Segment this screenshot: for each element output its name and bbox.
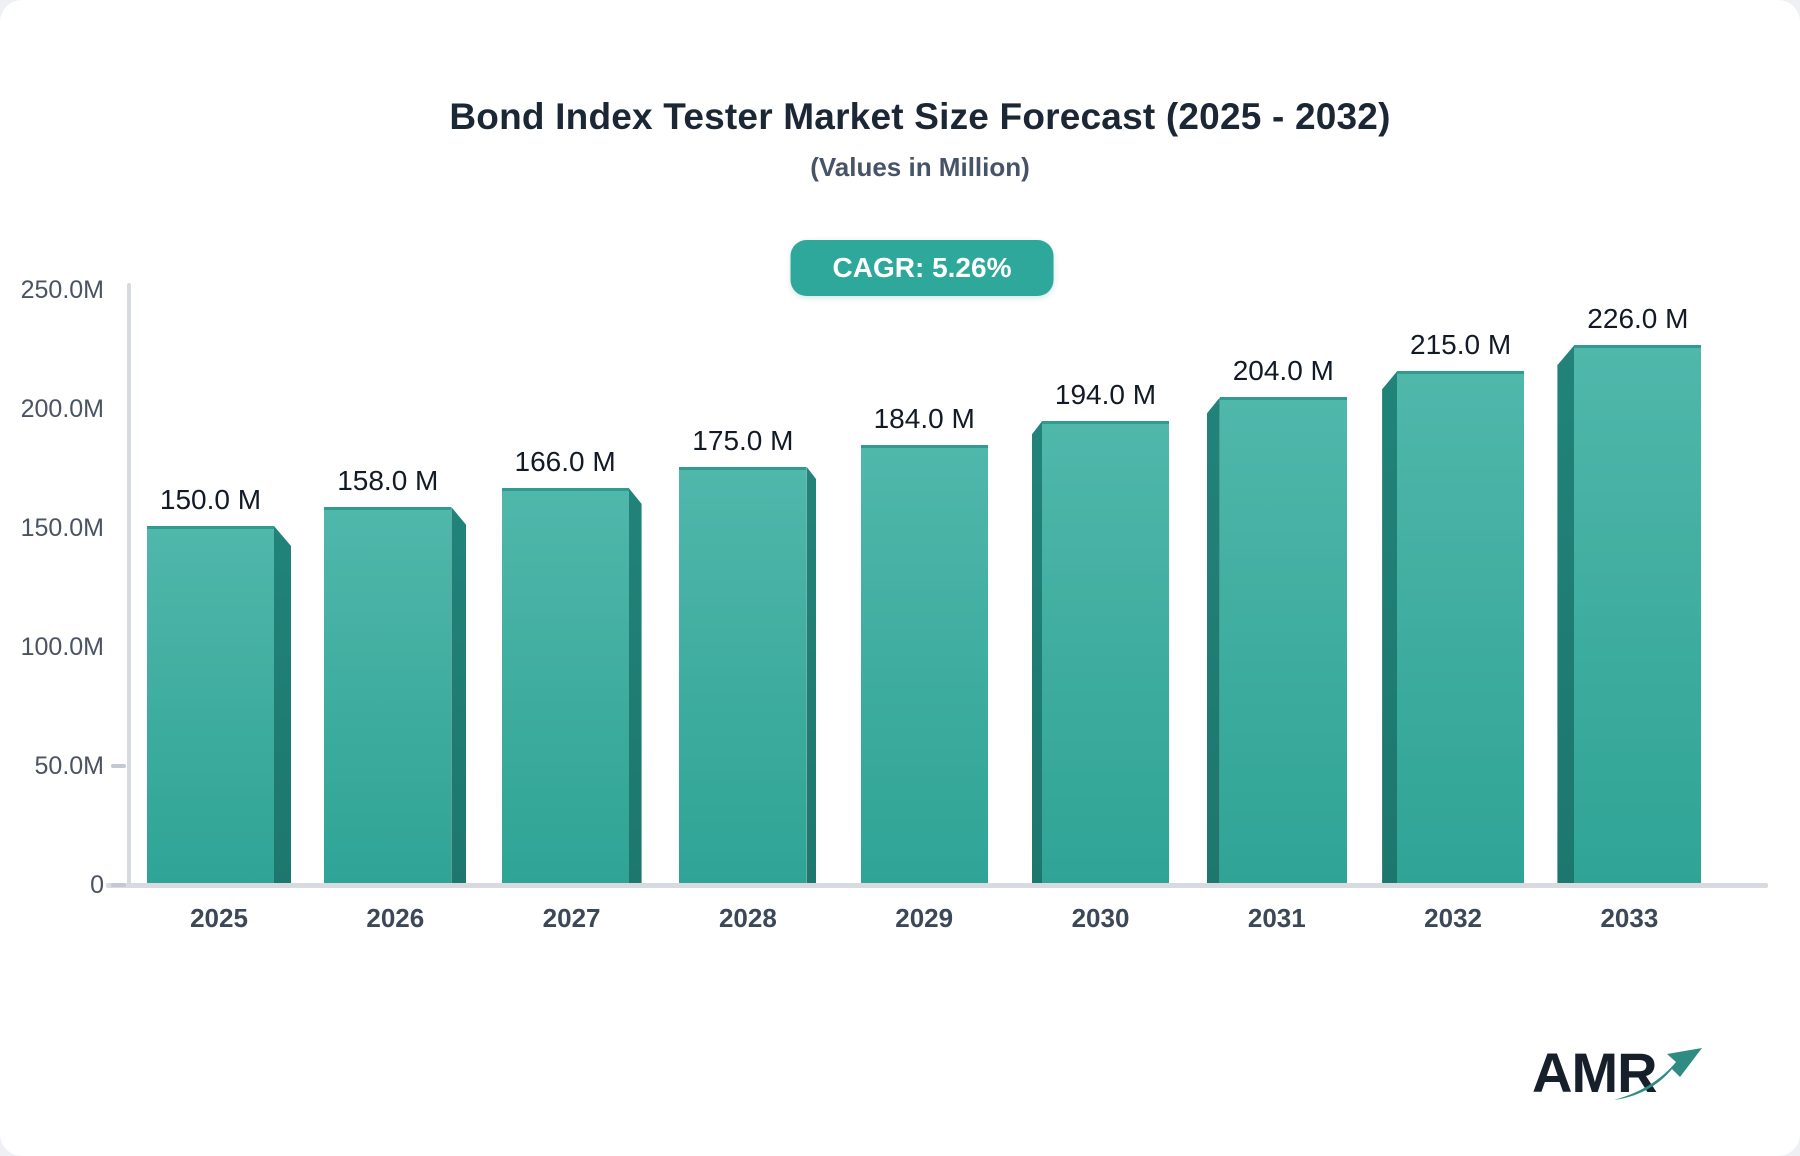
- bar-2032: 215.0 M: [1382, 329, 1525, 883]
- bar-value-label: 194.0 M: [1054, 379, 1157, 411]
- y-tick-row: 150.0M: [0, 513, 120, 543]
- bar-side-face: [806, 466, 817, 883]
- bar-side-face: [1382, 371, 1398, 883]
- x-tick-label-2028: 2028: [718, 903, 777, 933]
- growth-arrow-icon: [1614, 1048, 1702, 1100]
- bar-value-label: 175.0 M: [692, 424, 794, 456]
- x-tick-label-2031: 2031: [1247, 903, 1306, 933]
- y-axis-line: [127, 283, 131, 887]
- bar-side-face: [1032, 421, 1042, 883]
- bar-2026: 158.0 M: [324, 465, 467, 883]
- x-tick-label-2030: 2030: [1071, 903, 1130, 933]
- bar-side-face: [1557, 345, 1575, 883]
- bar-2029: 184.0 M: [860, 403, 988, 883]
- bar-value-label: 184.0 M: [873, 403, 975, 435]
- bar-2033: 226.0 M: [1557, 303, 1702, 883]
- x-tick-label-2025: 2025: [190, 903, 248, 933]
- y-tick-label: 0: [90, 871, 104, 899]
- y-tick-row: 50.0M: [0, 751, 126, 781]
- x-tick-label-2032: 2032: [1424, 903, 1483, 933]
- bar-front-face: [1574, 345, 1702, 883]
- bar-value-label: 204.0 M: [1232, 355, 1334, 387]
- y-tick-row: 250.0M: [0, 275, 120, 305]
- y-tick-mark: [111, 883, 126, 887]
- x-tick-label-2033: 2033: [1600, 903, 1659, 933]
- y-tick-row: 0: [0, 870, 126, 900]
- y-tick-row: 100.0M: [0, 632, 120, 662]
- bar-side-face: [451, 506, 467, 883]
- cagr-badge: CAGR: 5.26%: [790, 240, 1054, 296]
- bar-front-face: [501, 487, 629, 883]
- bar-2028: 175.0 M: [679, 425, 817, 883]
- bar-front-face: [324, 506, 452, 883]
- y-tick-row: 200.0M: [0, 394, 120, 424]
- y-tick-label: 100.0M: [20, 633, 104, 661]
- y-tick-label: 250.0M: [20, 276, 104, 304]
- y-tick-mark: [111, 764, 126, 768]
- y-tick-label: 150.0M: [20, 514, 104, 542]
- x-tick-label-2029: 2029: [895, 903, 954, 933]
- bar-front-face: [1397, 371, 1525, 883]
- bar-value-label: 150.0 M: [159, 484, 262, 515]
- bar-value-label: 226.0 M: [1587, 303, 1689, 335]
- bar-value-label: 166.0 M: [514, 445, 616, 477]
- bar-front-face: [1042, 421, 1169, 883]
- x-tick-label-2026: 2026: [366, 903, 425, 933]
- bar-front-face: [147, 526, 274, 883]
- bar-2025: 150.0 M: [147, 484, 291, 883]
- x-axis-line: [106, 883, 1768, 888]
- bar-front-face: [860, 445, 988, 883]
- bar-2027: 166.0 M: [501, 446, 642, 883]
- y-tick-label: 200.0M: [20, 395, 104, 423]
- x-tick-label-2027: 2027: [542, 903, 601, 933]
- bar-2031: 204.0 M: [1206, 355, 1347, 883]
- bar-value-label: 158.0 M: [337, 464, 439, 496]
- chart-header: Bond Index Tester Market Size Forecast (…: [0, 0, 1800, 183]
- bar-side-face: [1206, 397, 1220, 883]
- bar-value-label: 215.0 M: [1410, 329, 1512, 361]
- amr-logo: AMR: [1532, 1040, 1732, 1120]
- chart-title: Bond Index Tester Market Size Forecast (…: [449, 96, 1391, 137]
- bar-side-face: [628, 487, 642, 883]
- bar-2030: 194.0 M: [1032, 379, 1169, 883]
- y-tick-label: 50.0M: [34, 752, 104, 780]
- chart-subtitle: (Values in Million): [810, 152, 1030, 182]
- bar-front-face: [679, 466, 807, 883]
- bar-front-face: [1219, 397, 1347, 883]
- bar-side-face: [274, 526, 291, 883]
